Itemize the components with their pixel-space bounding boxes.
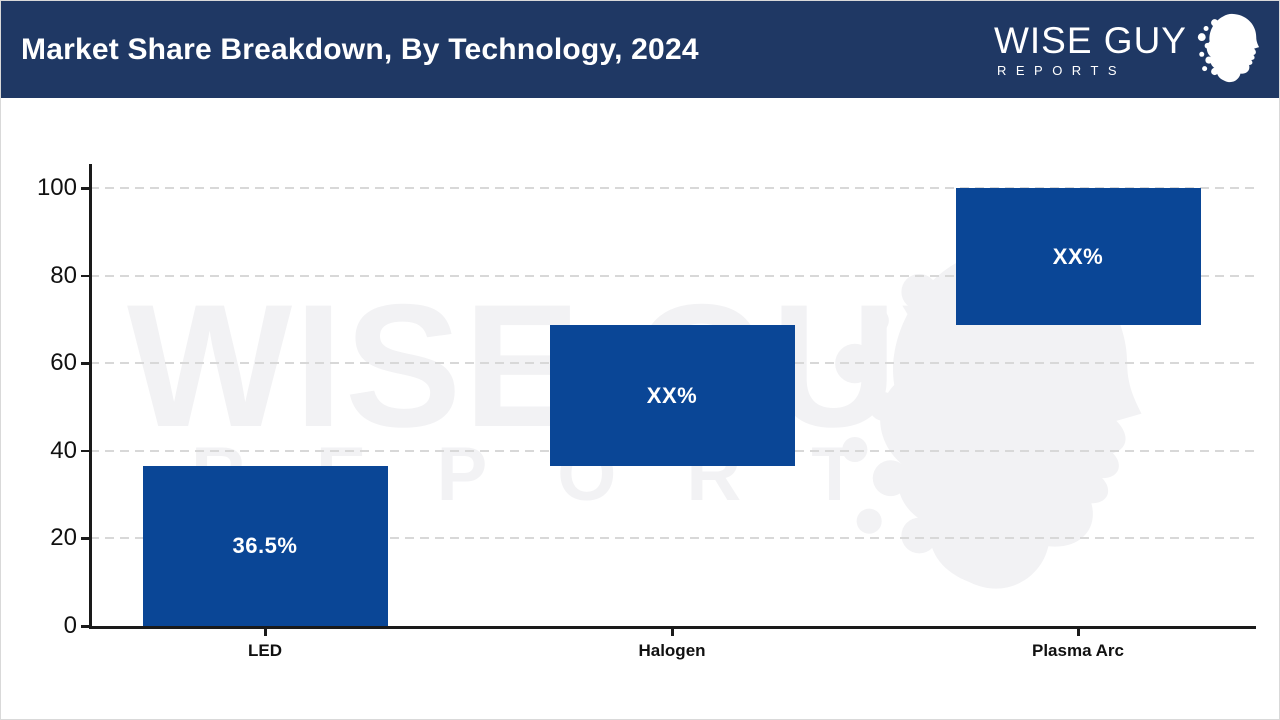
x-tick-2: [671, 628, 674, 636]
gridline-100: [90, 187, 1256, 189]
y-tick-label-0: 0: [63, 612, 77, 639]
y-tick-label-60: 60: [50, 349, 77, 377]
x-tick-3: [1077, 628, 1080, 636]
y-axis-line: [89, 164, 92, 628]
page-title: Market Share Breakdown, By Technology, 2…: [21, 32, 699, 66]
wiseguy-face-icon: [1197, 13, 1260, 82]
brand-wordmark: WISE GUY REPORTS: [994, 22, 1187, 77]
brand-name: WISE GUY: [993, 20, 1187, 61]
y-tick-40: [81, 449, 90, 453]
header: Market Share Breakdown, By Technology, 2…: [1, 1, 1279, 98]
bar-plasma-arc: XX%: [955, 188, 1201, 326]
y-tick-80: [81, 274, 90, 278]
bar-value-label: 36.5%: [232, 533, 298, 559]
x-category-label: LED: [248, 641, 282, 660]
bar-value-label: XX%: [1052, 243, 1104, 269]
brand-subtitle: REPORTS: [996, 63, 1127, 78]
y-tick-60: [81, 362, 90, 365]
x-category-label: Plasma Arc: [1032, 641, 1124, 660]
bar-halogen: XX%: [549, 325, 795, 467]
brand-logo: WISE GUY REPORTS: [994, 7, 1267, 93]
bar-led: 36.5%: [142, 466, 388, 626]
gridline-80: [90, 274, 1256, 277]
y-tick-label-100: 100: [36, 174, 77, 201]
gridline-20: [90, 537, 1256, 540]
y-tick-label-40: 40: [50, 436, 77, 464]
x-category-label: Halogen: [638, 641, 706, 660]
y-tick-label-80: 80: [50, 261, 77, 289]
x-tick-1: [264, 628, 267, 636]
y-tick-100: [81, 187, 90, 190]
x-axis-line: [89, 626, 1256, 629]
y-tick-0: [81, 625, 90, 628]
bar-value-label: XX%: [646, 382, 698, 408]
wiseguy-face-watermark-icon: [835, 247, 1142, 589]
y-tick-20: [81, 537, 90, 540]
y-tick-label-20: 20: [50, 524, 77, 552]
